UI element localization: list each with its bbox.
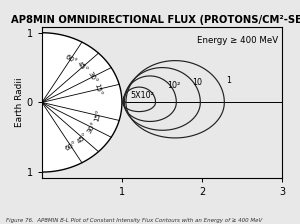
Text: 30°: 30° [86, 121, 98, 134]
Text: 45°: 45° [76, 131, 89, 144]
Text: 10²: 10² [167, 81, 180, 90]
Text: 5X10²: 5X10² [130, 91, 154, 100]
Text: Energy ≥ 400 MeV: Energy ≥ 400 MeV [197, 36, 278, 45]
Text: 1: 1 [226, 76, 231, 85]
Text: 45°: 45° [76, 60, 89, 73]
Text: Figure 76.  AP8MIN B-L Plot of Constant Intensity Flux Contours with an Energy o: Figure 76. AP8MIN B-L Plot of Constant I… [6, 218, 262, 223]
Text: 60°: 60° [64, 140, 78, 152]
Y-axis label: Earth Radii: Earth Radii [15, 78, 24, 127]
Text: 15°: 15° [93, 83, 102, 96]
Text: 10: 10 [192, 78, 202, 87]
Title: AP8MIN OMNIDIRECTIONAL FLUX (PROTONS/CM²-SEC): AP8MIN OMNIDIRECTIONAL FLUX (PROTONS/CM²… [11, 15, 300, 25]
Text: 15°: 15° [93, 109, 102, 122]
Polygon shape [42, 33, 122, 172]
Text: 60°: 60° [64, 53, 78, 65]
Text: 30°: 30° [86, 70, 98, 84]
